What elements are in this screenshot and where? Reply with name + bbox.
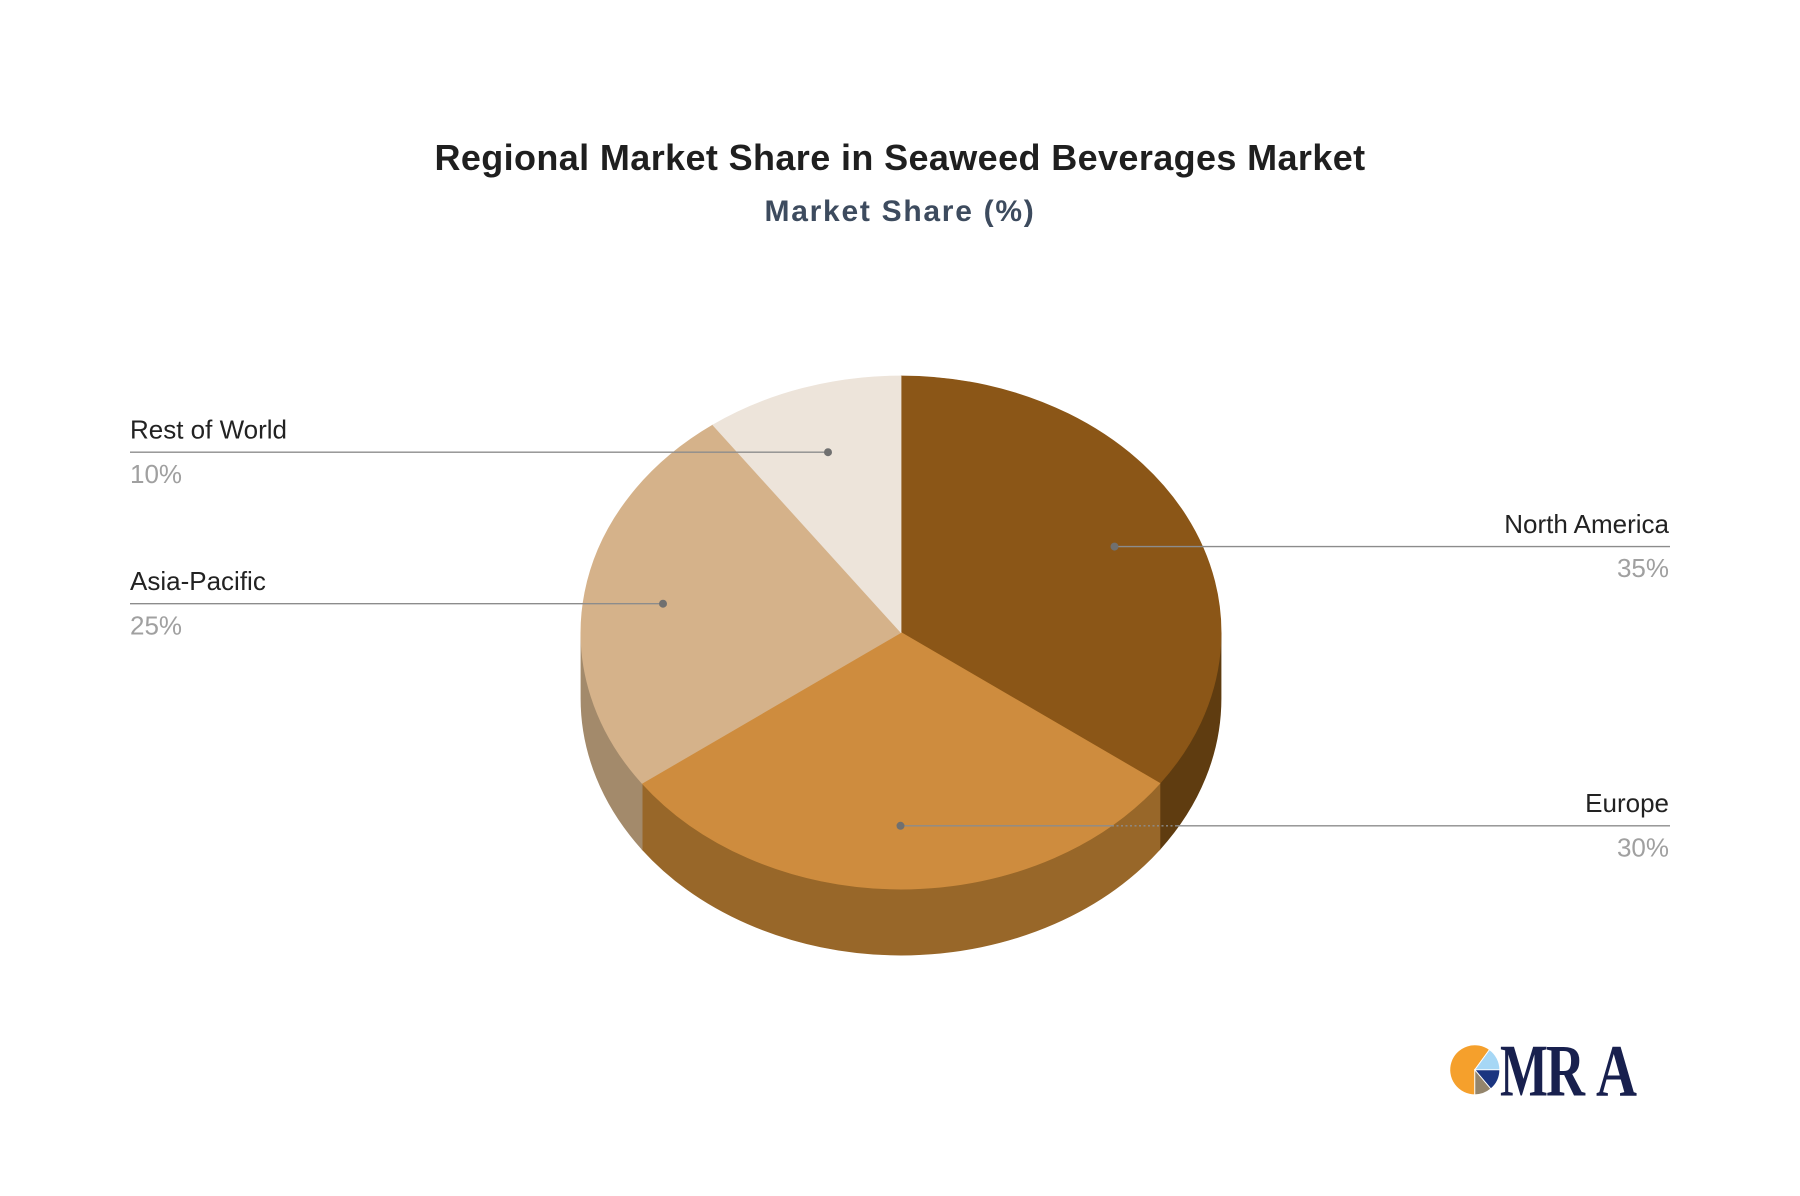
svg-text:North America: North America [1504,509,1669,539]
svg-text:Market Share (%): Market Share (%) [765,195,1036,228]
svg-text:25%: 25% [130,610,182,640]
svg-text:Asia-Pacific: Asia-Pacific [130,566,266,596]
svg-text:A: A [1596,1030,1637,1112]
svg-text:Regional Market Share in Seawe: Regional Market Share in Seaweed Beverag… [434,137,1365,178]
svg-text:35%: 35% [1617,553,1669,583]
svg-text:Europe: Europe [1585,788,1669,818]
svg-text:Rest of World: Rest of World [130,415,287,445]
svg-text:R: R [1546,1030,1586,1112]
svg-text:30%: 30% [1617,832,1669,862]
svg-text:M: M [1500,1030,1548,1112]
svg-text:10%: 10% [130,459,182,489]
